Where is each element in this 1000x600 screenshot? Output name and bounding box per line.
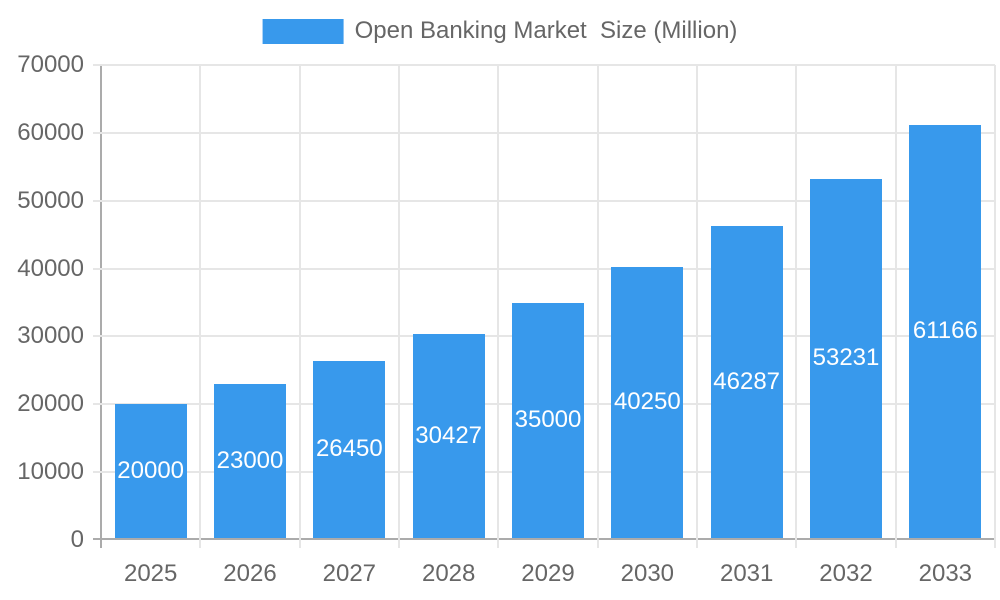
- y-tick-label: 50000: [17, 186, 84, 214]
- y-tick-label: 20000: [17, 390, 84, 418]
- bar-value-label: 23000: [216, 446, 284, 474]
- plot-area: 20000 23000 26450 30427 35000 40250 46287 53231…: [93, 64, 996, 548]
- y-axis-line: [100, 65, 102, 548]
- bar-value-label: 46287: [713, 367, 781, 395]
- x-tick-label: 2025: [123, 560, 178, 587]
- gridline-y: [93, 131, 995, 134]
- bar-value-label: 40250: [613, 388, 681, 416]
- x-axis-tick: [696, 540, 698, 548]
- x-tick-label: 2032: [819, 560, 873, 587]
- bar-value-label: 61166: [912, 317, 978, 345]
- y-tick-label: 70000: [17, 51, 84, 78]
- x-tick-label: 2031: [719, 560, 774, 587]
- x-axis-line: [93, 538, 995, 540]
- y-tick-label: 60000: [17, 118, 84, 146]
- bar-value-label: 35000: [514, 406, 582, 434]
- y-tick-label: 0: [70, 526, 84, 553]
- bar: 26450: [313, 360, 386, 538]
- bar: 40250: [611, 266, 684, 538]
- gridline-x: [994, 65, 996, 540]
- x-axis-tick: [596, 540, 599, 548]
- bar-value-label: 26450: [315, 435, 383, 463]
- x-tick-label: 2030: [620, 560, 675, 587]
- gridline-x: [596, 65, 599, 540]
- gridline-x: [199, 65, 202, 540]
- bar-value-label: 20000: [117, 457, 185, 485]
- bar: 35000: [512, 302, 584, 538]
- gridline-y: [93, 267, 995, 270]
- bar: 61166: [909, 124, 982, 538]
- x-tick-label: 2026: [223, 560, 277, 587]
- gridline-x: [497, 65, 500, 540]
- x-axis-tick: [298, 540, 301, 548]
- x-axis-tick: [994, 540, 996, 548]
- bar: 23000: [214, 383, 286, 538]
- x-tick-label: 2029: [521, 560, 575, 587]
- legend-swatch: [262, 18, 344, 44]
- x-tick-label: 2033: [918, 560, 973, 587]
- x-axis-tick: [199, 540, 202, 548]
- bar-value-label: 30427: [415, 421, 483, 449]
- bar: 20000: [114, 404, 187, 538]
- x-axis-tick: [894, 540, 897, 548]
- bar: 30427: [412, 333, 485, 538]
- gridline-x: [894, 65, 897, 540]
- x-tick-label: 2028: [421, 560, 476, 587]
- bar: 46287: [710, 225, 783, 538]
- x-axis-tick: [795, 540, 798, 548]
- gridline-x: [696, 65, 698, 540]
- x-axis-tick: [497, 540, 500, 548]
- y-tick-label: 30000: [17, 322, 84, 350]
- gridline-x: [398, 65, 400, 540]
- y-tick-label: 40000: [17, 254, 84, 282]
- bar: 53231: [810, 178, 882, 538]
- x-tick-label: 2027: [322, 560, 377, 587]
- y-tick-label: 10000: [17, 458, 84, 486]
- legend-label: Open Banking Market Size (Million): [354, 17, 738, 44]
- legend-item[interactable]: Open Banking Market Size (Million): [262, 17, 738, 45]
- gridline-y: [93, 64, 995, 66]
- bar-value-label: 53231: [812, 344, 880, 372]
- gridline-x: [298, 65, 301, 540]
- gridline-x: [795, 65, 798, 540]
- gridline-y: [93, 199, 995, 202]
- x-axis-tick: [398, 540, 400, 548]
